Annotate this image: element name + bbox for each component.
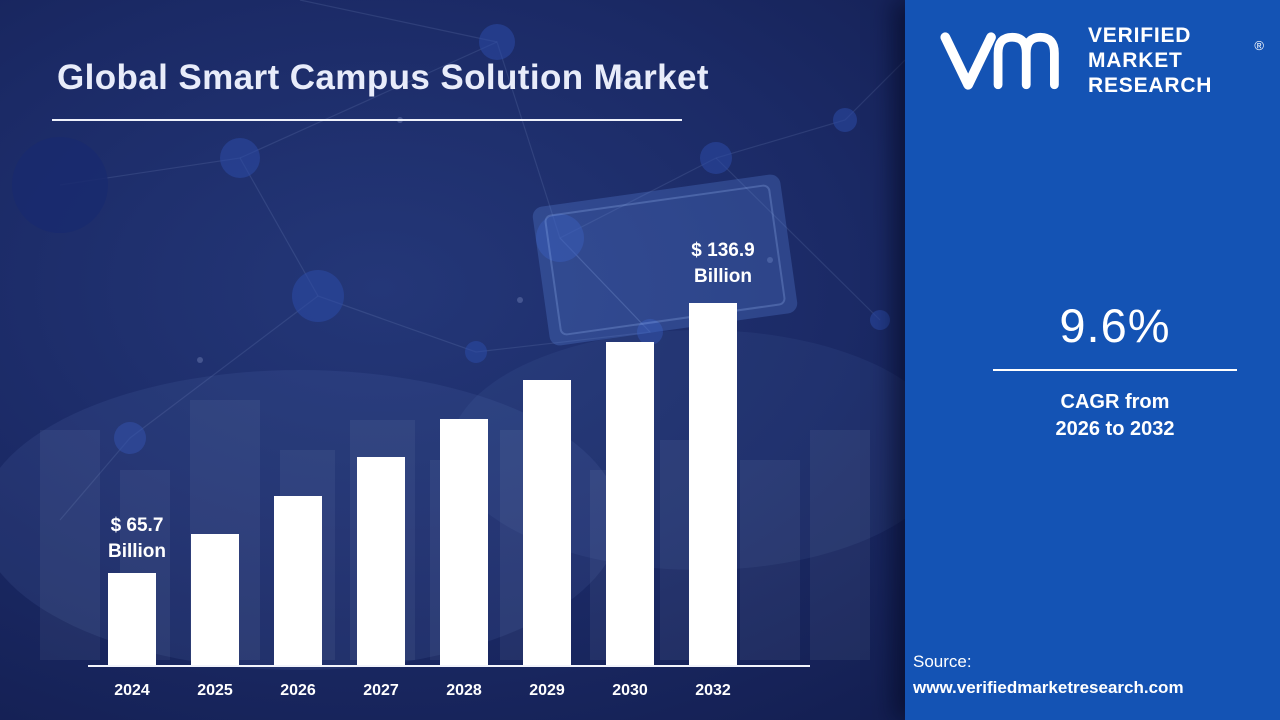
- x-axis-line: [88, 665, 810, 667]
- registered-trademark: ®: [1254, 38, 1264, 53]
- x-axis-label-2025: 2025: [197, 682, 233, 699]
- chart-panel: Global Smart Campus Solution Market 2024…: [0, 0, 905, 720]
- bar-2026: [274, 496, 322, 665]
- x-axis-label-2029: 2029: [529, 682, 565, 699]
- x-axis-labels: 2024 2025 2026 2027 2028 2029 2030 2032: [108, 682, 737, 700]
- value-label-2032: $ 136.9 Billion: [653, 238, 793, 290]
- page-title: Global Smart Campus Solution Market: [57, 58, 709, 97]
- cagr-value: 9.6%: [1059, 299, 1171, 352]
- bar-chart: 2024 2025 2026 2027 2028 2029 2030 2032 $ 65.7 …: [77, 238, 810, 700]
- bar-2032: [689, 303, 737, 665]
- brand-name: VERIFIED MARKET RESEARCH: [1088, 24, 1212, 98]
- x-axis-label-2026: 2026: [280, 682, 316, 699]
- value-label-2024: $ 65.7 Billion: [77, 513, 197, 565]
- brand-line: MARKET: [1088, 48, 1183, 72]
- bar-2030: [606, 342, 654, 665]
- cagr-block: 9.6% CAGR from 2026 to 2032: [955, 298, 1275, 443]
- bars-layer: [108, 303, 737, 665]
- value-line: $ 136.9: [691, 240, 755, 261]
- x-axis-label-2032: 2032: [695, 682, 731, 699]
- cagr-divider: [993, 369, 1237, 371]
- bar-2029: [523, 380, 571, 665]
- bar-2024: [108, 573, 156, 665]
- vmr-logo: VERIFIED MARKET RESEARCH: [940, 24, 1212, 98]
- cagr-label: CAGR from 2026 to 2032: [1055, 391, 1175, 440]
- vmr-logo-monogram-icon: [940, 32, 1059, 90]
- brand-line: RESEARCH: [1088, 73, 1213, 97]
- bar-2028: [440, 419, 488, 665]
- x-axis-label-2028: 2028: [446, 682, 482, 699]
- stats-panel: VERIFIED MARKET RESEARCH ® 9.6% CAGR fro…: [905, 0, 1280, 720]
- source-block: Source: www.verifiedmarketresearch.com: [913, 652, 1184, 698]
- title-underline: [52, 119, 682, 121]
- unit-line: Billion: [693, 266, 753, 287]
- x-axis-label-2027: 2027: [363, 682, 399, 699]
- source-label: Source:: [913, 652, 972, 671]
- unit-line: Billion: [107, 541, 167, 562]
- brand-line: VERIFIED: [1088, 24, 1192, 47]
- value-line: $ 65.7: [110, 515, 164, 536]
- bar-2027: [357, 457, 405, 665]
- x-axis-label-2024: 2024: [114, 682, 150, 699]
- bar-2025: [191, 534, 239, 665]
- source-url-link[interactable]: www.verifiedmarketresearch.com: [913, 678, 1184, 697]
- x-axis-label-2030: 2030: [612, 682, 648, 699]
